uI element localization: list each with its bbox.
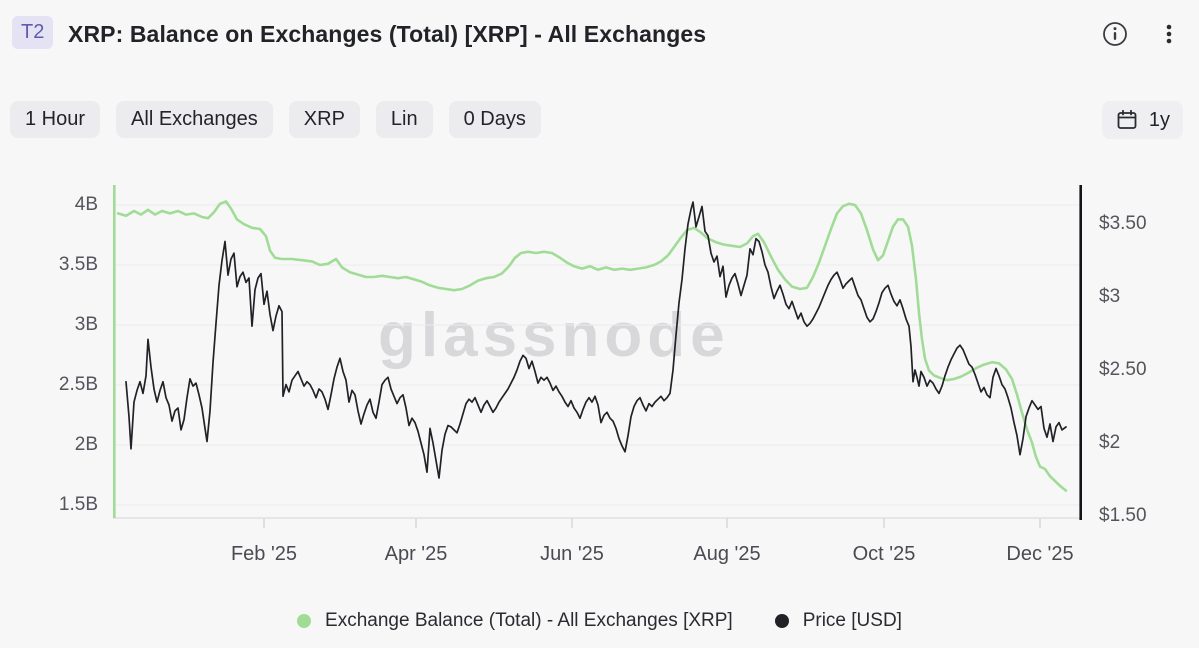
left-axis-tick: 3B: [74, 314, 98, 335]
left-axis-tick: 3.5B: [58, 254, 98, 275]
right-axis-tick: $2.50: [1099, 359, 1147, 380]
x-axis-tick: Dec '25: [1006, 543, 1074, 565]
chip-resolution[interactable]: 1 Hour: [10, 101, 101, 138]
legend-label-balance: Exchange Balance (Total) - All Exchanges…: [325, 610, 733, 631]
chip-offset[interactable]: 0 Days: [448, 101, 541, 138]
x-axis-tick: Oct '25: [852, 543, 916, 565]
page-title: XRP: Balance on Exchanges (Total) [XRP] …: [68, 21, 707, 47]
legend-dot-balance-icon: [297, 614, 312, 628]
left-axis-tick: 2.5B: [58, 374, 98, 395]
chip-scale[interactable]: Lin: [375, 101, 433, 138]
chip-exchange[interactable]: All Exchanges: [116, 101, 273, 138]
date-range-selector[interactable]: 1y: [1101, 101, 1183, 139]
left-axis-tick: 1.5B: [58, 494, 98, 515]
right-axis-tick: $3.50: [1099, 213, 1147, 234]
right-axis-tick: $2: [1099, 432, 1121, 453]
right-axis-tick: $3: [1099, 286, 1121, 307]
legend-item-exchange-balance[interactable]: Exchange Balance (Total) - All Exchanges…: [297, 610, 733, 632]
legend-label-price: Price [USD]: [802, 610, 902, 631]
x-axis-tick: Aug '25: [693, 543, 761, 565]
glassnode-watermark: glassnode: [378, 301, 730, 370]
legend-item-price[interactable]: Price [USD]: [774, 610, 902, 632]
date-range-label: 1y: [1148, 108, 1170, 131]
left-axis-tick: 4B: [74, 194, 98, 215]
calendar-icon: [1115, 108, 1139, 132]
chart-legend: Exchange Balance (Total) - All Exchanges…: [0, 610, 1199, 632]
info-icon[interactable]: [1101, 20, 1129, 48]
legend-dot-price-icon: [774, 614, 789, 628]
chart-plot-area[interactable]: [113, 185, 1082, 530]
left-axis-tick: 2B: [74, 434, 98, 455]
x-axis-tick: Apr '25: [384, 543, 448, 565]
right-axis-tick: $1.50: [1099, 505, 1147, 526]
x-axis-tick: Feb '25: [230, 543, 298, 565]
x-axis-tick: Jun '25: [540, 543, 604, 565]
chip-asset[interactable]: XRP: [288, 101, 360, 138]
kebab-menu-icon[interactable]: [1158, 20, 1180, 48]
filter-chip-row: 1 Hour All Exchanges XRP Lin 0 Days: [10, 101, 541, 138]
tier-badge: T2: [12, 16, 54, 49]
